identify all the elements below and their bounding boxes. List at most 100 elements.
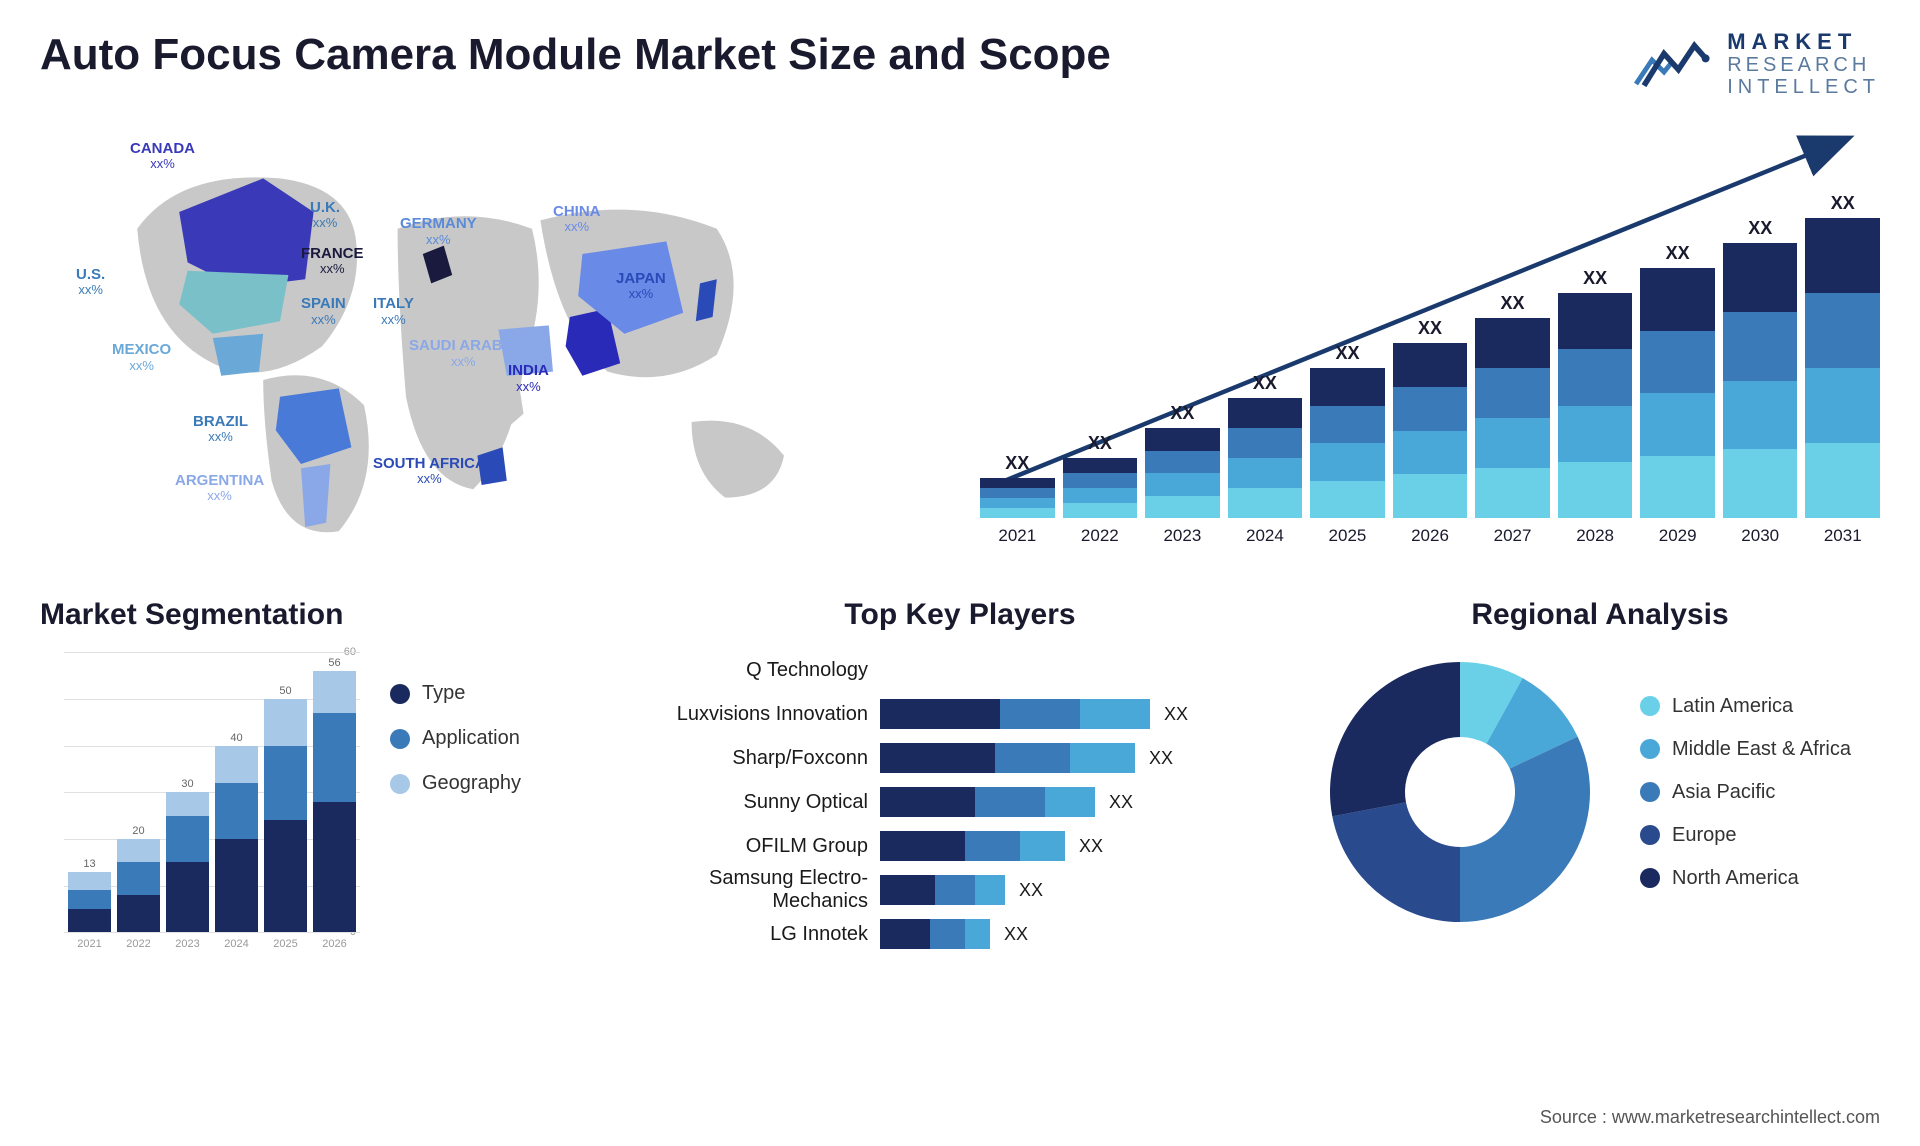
regional-donut: [1320, 652, 1600, 932]
legend-item: Application: [390, 727, 521, 750]
player-name: OFILM Group: [640, 835, 880, 858]
map-label: SAUDI ARABIAxx%: [409, 338, 518, 369]
seg-bar-segment: [68, 890, 111, 909]
growth-bar-segment: [1145, 473, 1220, 496]
seg-total-label: 20: [132, 825, 144, 837]
seg-year-label: 2024: [224, 938, 248, 950]
map-label: SOUTH AFRICAxx%: [373, 456, 486, 487]
map-country-name: SPAIN: [301, 295, 346, 312]
regional-legend: Latin AmericaMiddle East & AfricaAsia Pa…: [1640, 695, 1851, 890]
seg-bar-segment: [117, 839, 160, 862]
seg-total-label: 30: [181, 778, 193, 790]
legend-label: North America: [1672, 867, 1799, 890]
growth-bar-segment: [1063, 488, 1138, 503]
growth-bar-segment: [1640, 393, 1715, 456]
legend-item: Middle East & Africa: [1640, 738, 1851, 761]
growth-bar-segment: [1310, 481, 1385, 519]
map-country-pct: xx%: [400, 233, 477, 247]
growth-year-label: 2028: [1558, 526, 1633, 546]
brand-logo: MARKET RESEARCH INTELLECT: [1632, 30, 1880, 98]
seg-bar-segment: [215, 783, 258, 839]
player-row: Sharp/FoxconnXX: [640, 740, 1280, 776]
logo-line3: INTELLECT: [1727, 76, 1880, 98]
growth-bar-segment: [980, 488, 1055, 498]
growth-bar-segment: [1475, 318, 1550, 368]
map-country-pct: xx%: [175, 489, 264, 503]
seg-year-label: 2021: [77, 938, 101, 950]
legend-swatch: [390, 684, 410, 704]
player-value-label: XX: [1019, 880, 1043, 901]
player-name: Sunny Optical: [640, 791, 880, 814]
logo-text: MARKET RESEARCH INTELLECT: [1727, 30, 1880, 98]
logo-icon: [1632, 34, 1712, 94]
seg-year-label: 2023: [175, 938, 199, 950]
seg-year-label: 2026: [322, 938, 346, 950]
growth-bar: XX2026: [1393, 318, 1468, 518]
legend-swatch: [1640, 868, 1660, 888]
growth-bar-segment: [1475, 468, 1550, 518]
map-label: U.K.xx%: [310, 200, 340, 231]
growth-bar-segment: [1063, 503, 1138, 518]
growth-bar-segment: [1228, 398, 1303, 428]
legend-item: Europe: [1640, 824, 1851, 847]
legend-label: Geography: [422, 772, 521, 795]
growth-bar-segment: [1393, 343, 1468, 387]
map-country-name: SAUDI ARABIA: [409, 337, 518, 354]
player-row: Samsung Electro-MechanicsXX: [640, 872, 1280, 908]
seg-total-label: 40: [230, 732, 242, 744]
growth-value-label: XX: [1666, 243, 1690, 264]
growth-bar-segment: [1640, 456, 1715, 519]
player-bar-segment: [975, 875, 1005, 905]
players-chart: Q TechnologyLuxvisions InnovationXXSharp…: [640, 652, 1280, 952]
legend-item: North America: [1640, 867, 1851, 890]
map-label: ITALYxx%: [373, 296, 414, 327]
map-label: FRANCExx%: [301, 246, 364, 277]
player-value-label: XX: [1109, 792, 1133, 813]
growth-bar: XX2024: [1228, 373, 1303, 518]
legend-item: Geography: [390, 772, 521, 795]
player-name: LG Innotek: [640, 923, 880, 946]
seg-bar-segment: [313, 671, 356, 713]
seg-bar: 402024: [215, 732, 258, 933]
legend-label: Middle East & Africa: [1672, 738, 1851, 761]
growth-value-label: XX: [1831, 193, 1855, 214]
player-name: Sharp/Foxconn: [640, 747, 880, 770]
donut-slice: [1332, 802, 1460, 922]
map-country-name: FRANCE: [301, 245, 364, 262]
map-country-name: U.S.: [76, 266, 105, 283]
map-label: BRAZILxx%: [193, 414, 248, 445]
map-country-pct: xx%: [373, 472, 486, 486]
growth-bar: XX2025: [1310, 343, 1385, 518]
map-country-name: GERMANY: [400, 215, 477, 232]
map-country-pct: xx%: [193, 430, 248, 444]
growth-value-label: XX: [1253, 373, 1277, 394]
page-title: Auto Focus Camera Module Market Size and…: [40, 30, 1111, 80]
player-bar-segment: [995, 743, 1070, 773]
segmentation-section: Market Segmentation 01020304050601320212…: [40, 598, 600, 978]
map-country-name: SOUTH AFRICA: [373, 455, 486, 472]
seg-bar: 202022: [117, 825, 160, 932]
map-country-name: CANADA: [130, 140, 195, 157]
growth-bar-segment: [1723, 243, 1798, 312]
seg-bar-segment: [166, 792, 209, 815]
seg-total-label: 56: [328, 657, 340, 669]
map-country-pct: xx%: [310, 216, 340, 230]
seg-year-label: 2022: [126, 938, 150, 950]
bottom-row: Market Segmentation 01020304050601320212…: [40, 598, 1880, 978]
player-bar-segment: [880, 831, 965, 861]
growth-bar: XX2023: [1145, 403, 1220, 518]
player-row: OFILM GroupXX: [640, 828, 1280, 864]
map-label: ARGENTINAxx%: [175, 473, 264, 504]
map-country-name: JAPAN: [616, 270, 666, 287]
growth-bar-segment: [1805, 218, 1880, 293]
world-map: CANADAxx%U.S.xx%MEXICOxx%BRAZILxx%ARGENT…: [40, 128, 940, 548]
growth-bar-segment: [980, 498, 1055, 508]
growth-bar-segment: [1723, 381, 1798, 450]
player-name: Q Technology: [640, 659, 880, 682]
legend-label: Type: [422, 682, 465, 705]
growth-bar-segment: [1310, 443, 1385, 481]
player-bar-segment: [1020, 831, 1065, 861]
legend-label: Application: [422, 727, 520, 750]
player-bar-segment: [880, 919, 930, 949]
seg-bar-segment: [215, 839, 258, 932]
